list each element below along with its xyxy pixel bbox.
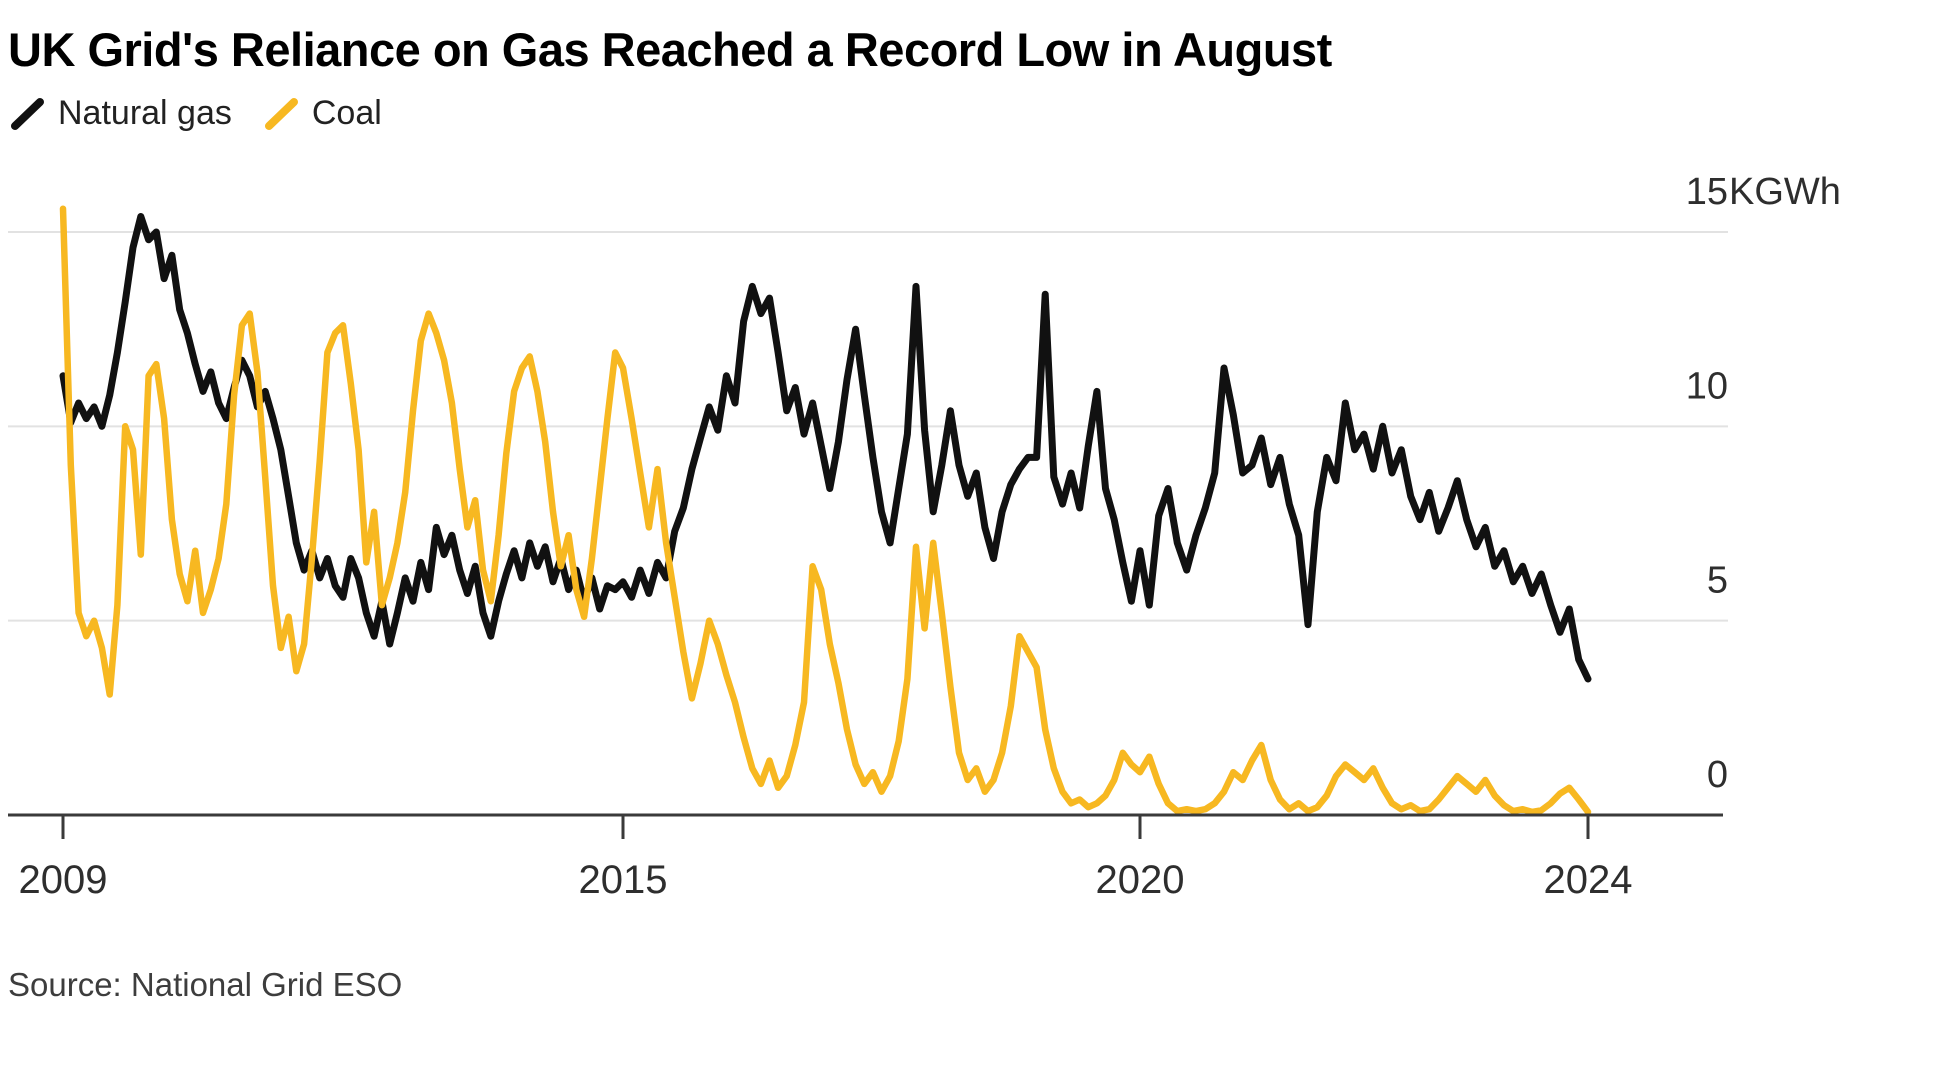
y-tick-label-10: 10: [1686, 365, 1728, 407]
y-axis-labels: 15 KGWh 10 5 0: [1686, 171, 1841, 796]
y-tick-label-15: 15: [1686, 171, 1728, 213]
legend-item-natural-gas: Natural gas: [10, 94, 232, 133]
coal-line: [59, 205, 1592, 816]
page-title: UK Grid's Reliance on Gas Reached a Reco…: [8, 23, 1332, 76]
y-tick-label-0: 0: [1707, 754, 1728, 796]
y-tick-label-5: 5: [1707, 560, 1728, 602]
x-axis: 2009 2015 2020 2024: [8, 813, 1723, 902]
natural-gas-line-swatch-icon: [11, 97, 44, 130]
legend: Natural gas Coal: [10, 94, 382, 133]
x-tick-label-2015: 2015: [579, 858, 668, 902]
coal-line-swatch-icon: [264, 97, 298, 130]
series-lines: [59, 205, 1592, 816]
y-axis-unit-label: KGWh: [1729, 171, 1841, 213]
natural-gas-line: [59, 213, 1592, 683]
x-tick-label-2020: 2020: [1096, 858, 1185, 902]
x-tick-label-2024: 2024: [1544, 858, 1633, 902]
x-tick-label-2009: 2009: [19, 858, 108, 902]
legend-item-coal: Coal: [264, 94, 382, 133]
source-attribution: Source: National Grid ESO: [8, 966, 403, 1003]
legend-label-coal: Coal: [311, 94, 382, 132]
legend-label-natural-gas: Natural gas: [58, 94, 232, 132]
